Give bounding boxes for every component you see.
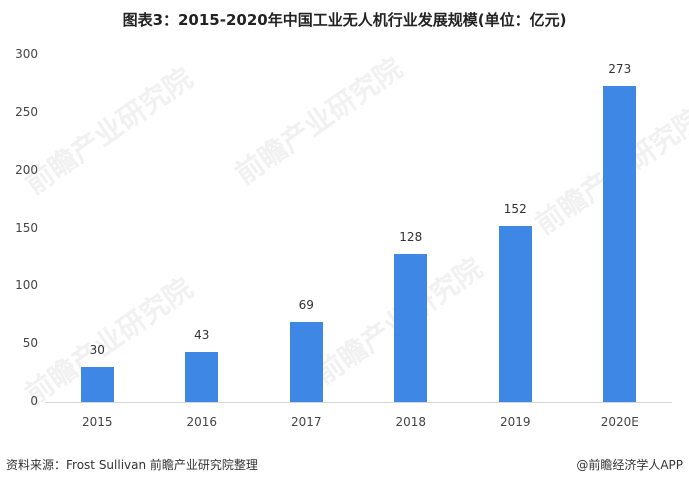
- bar-2016: [185, 352, 219, 402]
- y-tick-label: 250: [15, 104, 38, 119]
- bar-2018: [394, 253, 428, 402]
- x-tick-label: 2015: [81, 415, 113, 429]
- y-tick-label: 300: [15, 47, 38, 61]
- bar-2019: [498, 226, 532, 402]
- data-label: 273: [608, 62, 632, 77]
- data-label: 69: [298, 298, 314, 313]
- y-tick-label: 150: [15, 220, 38, 235]
- y-tick-label: 50: [22, 336, 38, 351]
- watermark: 前瞻产业研究院: [229, 51, 409, 191]
- watermark: 前瞻产业研究院: [19, 61, 199, 201]
- credit-note: @前瞻经济学人APP: [576, 458, 683, 472]
- bar-chart: 前瞻产业研究院 前瞻产业研究院 前瞻产业研究院 前瞻产业研究院 前瞻产业研究院 …: [15, 47, 689, 429]
- data-label: 43: [194, 328, 210, 343]
- data-label: 152: [503, 202, 527, 217]
- x-axis-line: [45, 402, 672, 403]
- chart-title: 图表3：2015-2020年中国工业无人机行业发展规模(单位：亿元): [122, 11, 567, 29]
- data-label: 30: [89, 343, 105, 358]
- x-tick-label: 2018: [395, 415, 427, 429]
- x-tick-label: 2020E: [600, 415, 639, 429]
- x-tick-label: 2016: [186, 415, 218, 429]
- y-tick-label: 100: [15, 278, 38, 293]
- y-tick-label: 0: [30, 394, 38, 408]
- y-tick-label: 200: [15, 162, 38, 177]
- source-note: 资料来源：Frost Sullivan 前瞻产业研究院整理: [6, 458, 258, 472]
- x-tick-label: 2017: [290, 415, 322, 429]
- bar-2020E: [603, 86, 637, 402]
- data-label: 128: [399, 229, 423, 244]
- bar-2015: [80, 367, 114, 402]
- x-tick-label: 2019: [499, 415, 531, 429]
- bar-2017: [289, 322, 323, 402]
